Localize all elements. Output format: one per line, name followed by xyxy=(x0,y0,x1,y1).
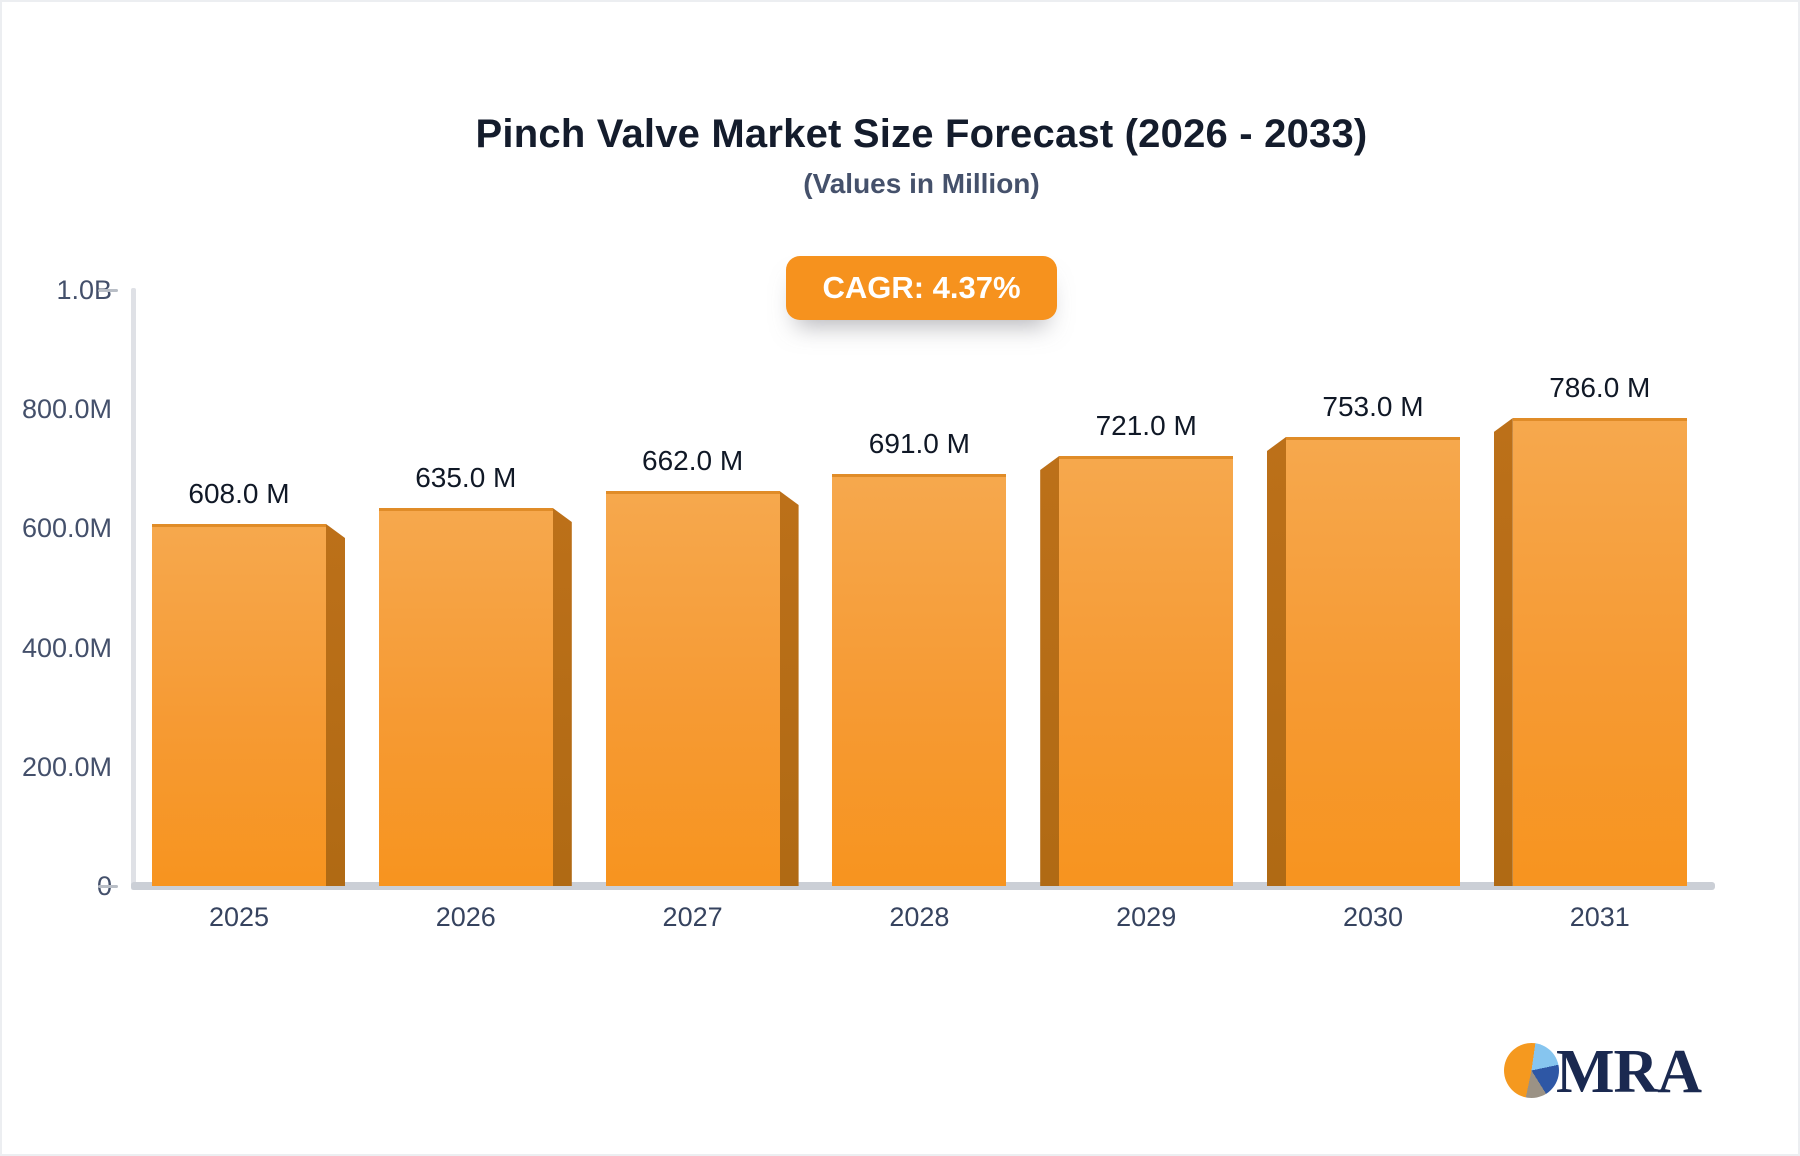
x-tick-label: 2030 xyxy=(1342,902,1404,932)
x-tick-label: 2029 xyxy=(1116,902,1177,932)
y-tick-label: 800.0M xyxy=(21,394,112,425)
bar-3d-side xyxy=(1493,418,1513,886)
bar xyxy=(832,474,1007,886)
pie-chart-logo-icon xyxy=(1504,1043,1559,1098)
bar-value-label: 635.0 M xyxy=(415,462,517,493)
bar-value-label: 662.0 M xyxy=(642,445,744,476)
y-tick-label: 0 xyxy=(0,870,112,902)
bar-3d-side xyxy=(1267,437,1286,886)
bar-3d-side xyxy=(779,491,799,886)
bar-value-label: 691.0 M xyxy=(868,428,970,459)
y-tick-label: 1.0B xyxy=(56,275,112,305)
x-tick-label: 2027 xyxy=(662,902,723,932)
cagr-badge: CAGR: 4.37% xyxy=(786,256,1057,320)
bar xyxy=(605,491,780,886)
bar-value-label: 608.0 M xyxy=(188,478,290,509)
x-tick-label: 2028 xyxy=(889,902,950,932)
cagr-badge-row: CAGR: 4.37% xyxy=(131,256,1712,320)
logo-text: MRA xyxy=(1556,1038,1702,1106)
bar-3d-side xyxy=(552,508,572,886)
bar-value-label: 721.0 M xyxy=(1095,410,1197,441)
bar xyxy=(378,508,553,886)
y-tick-dash xyxy=(98,289,118,292)
bar-value-label: 786.0 M xyxy=(1549,372,1651,403)
y-tick-label: 600.0M xyxy=(21,513,112,544)
bar xyxy=(1059,456,1234,886)
x-axis-line xyxy=(131,882,1715,890)
cagr-badge-label: CAGR: 4.37% xyxy=(822,270,1021,305)
x-tick-label: 2031 xyxy=(1569,902,1630,932)
bar xyxy=(1286,437,1460,886)
bar xyxy=(1512,418,1687,886)
y-tick-label: 200.0M xyxy=(21,751,112,782)
bar-3d-side xyxy=(326,524,345,886)
y-tick-dash xyxy=(98,885,118,888)
chart-title: Pinch Valve Market Size Forecast (2026 -… xyxy=(475,112,1368,156)
chart-subtitle: (Values in Million) xyxy=(803,168,1040,199)
bar xyxy=(152,524,326,886)
y-axis-line xyxy=(131,288,136,890)
x-tick-label: 2025 xyxy=(208,902,270,932)
x-tick-label: 2026 xyxy=(435,902,496,932)
y-tick-label: 400.0M xyxy=(21,632,112,663)
bar-value-label: 753.0 M xyxy=(1322,391,1424,422)
bar-3d-side xyxy=(1040,456,1060,886)
mra-logo: MRA xyxy=(1500,1032,1720,1112)
